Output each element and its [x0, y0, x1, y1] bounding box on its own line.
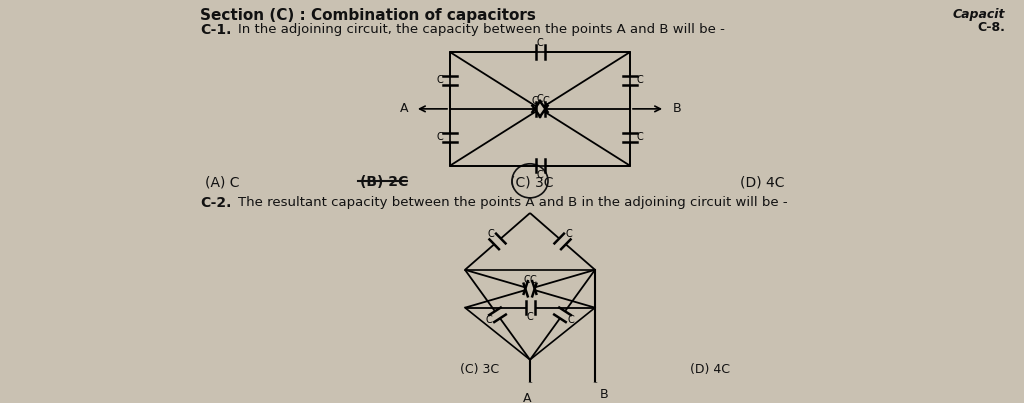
- Text: (D) 4C: (D) 4C: [690, 363, 730, 376]
- Text: Section (C) : Combination of capacitors: Section (C) : Combination of capacitors: [200, 8, 536, 23]
- Text: C: C: [567, 315, 574, 325]
- Text: A: A: [522, 392, 531, 403]
- Text: A: A: [399, 102, 408, 115]
- Text: The resultant capacity between the points A and B in the adjoining circuit will : The resultant capacity between the point…: [238, 196, 787, 209]
- Text: (D) 4C: (D) 4C: [740, 175, 784, 189]
- Text: C: C: [637, 132, 643, 142]
- Text: C: C: [537, 94, 544, 104]
- Text: (C) 3C: (C) 3C: [460, 363, 499, 376]
- Text: Capacit: Capacit: [952, 8, 1005, 21]
- Text: (C) 3C: (C) 3C: [510, 175, 554, 189]
- Text: C: C: [566, 229, 572, 239]
- Text: (B) 2C: (B) 2C: [360, 175, 409, 189]
- Text: C: C: [542, 96, 549, 106]
- Text: C: C: [537, 37, 544, 48]
- Text: C: C: [485, 315, 493, 325]
- Text: C-1.: C-1.: [200, 23, 231, 37]
- Text: C-8.: C-8.: [977, 21, 1005, 34]
- Text: B: B: [600, 388, 608, 401]
- Text: C-2.: C-2.: [200, 196, 231, 210]
- Text: C: C: [537, 170, 544, 180]
- Text: C: C: [526, 312, 534, 322]
- Text: C: C: [529, 275, 537, 285]
- Text: C: C: [487, 229, 495, 239]
- Text: C: C: [436, 132, 443, 142]
- Text: C: C: [436, 75, 443, 85]
- Text: C: C: [523, 275, 530, 285]
- Text: (A) C: (A) C: [205, 175, 240, 189]
- Text: C: C: [637, 75, 643, 85]
- Text: B: B: [673, 102, 682, 115]
- Text: In the adjoining circuit, the capacity between the points A and B will be -: In the adjoining circuit, the capacity b…: [238, 23, 725, 36]
- Text: C: C: [531, 96, 538, 106]
